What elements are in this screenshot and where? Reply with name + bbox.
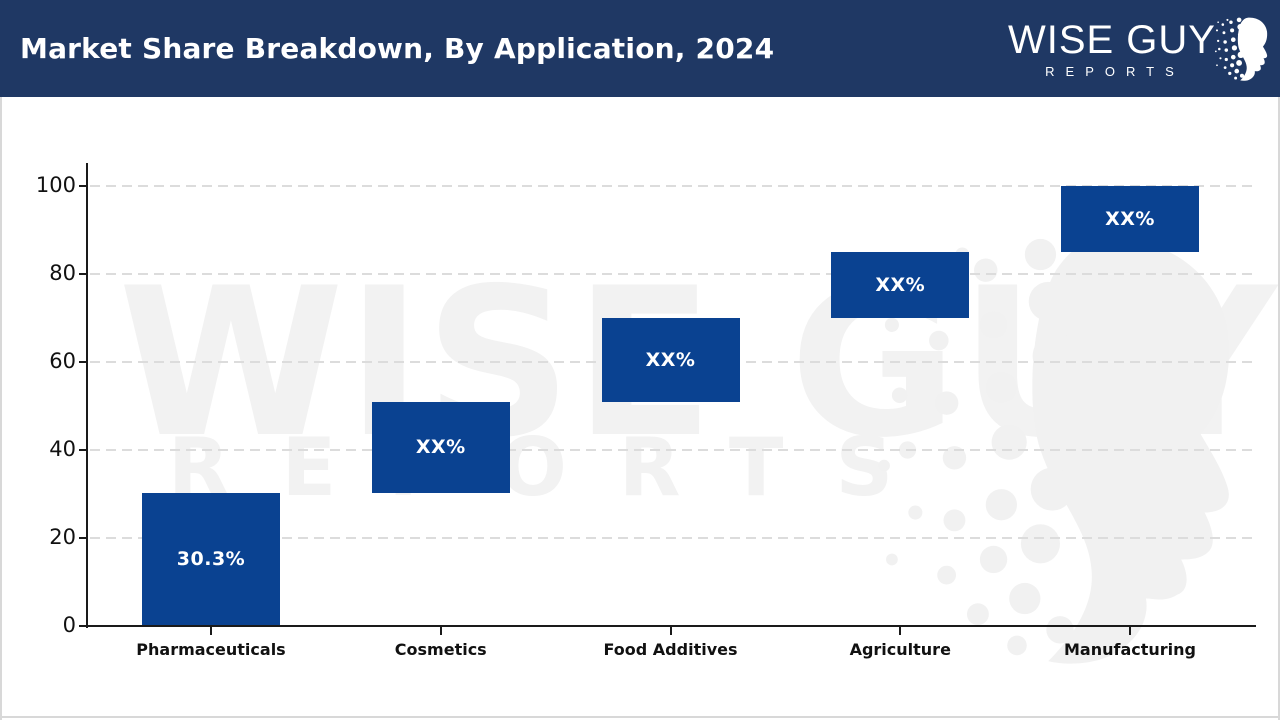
logo-wordmark: WISE GUY xyxy=(1007,17,1216,62)
x-axis-label-food-additives: Food Additives xyxy=(603,640,738,659)
gridline-20 xyxy=(90,537,1256,539)
page-title: Market Share Breakdown, By Application, … xyxy=(20,32,775,65)
wiseguy-face-icon xyxy=(1214,17,1268,81)
y-tick-label-100: 100 xyxy=(35,173,76,197)
y-tick-label-20: 20 xyxy=(49,525,76,549)
y-tick-label-40: 40 xyxy=(49,437,76,461)
bar-value-label-pharmaceuticals: 30.3% xyxy=(176,548,246,571)
bar-value-label-manufacturing: XX% xyxy=(1105,208,1155,230)
x-tick-manufacturing xyxy=(1129,627,1131,635)
bar-value-label-agriculture: XX% xyxy=(875,274,926,296)
x-axis-line xyxy=(86,625,1256,627)
page-border-left xyxy=(0,97,2,720)
y-tick-label-60: 60 xyxy=(49,349,76,373)
gridline-100 xyxy=(90,185,1256,187)
y-tick-100 xyxy=(79,185,86,187)
wiseguy-logo: WISE GUY REPORTS xyxy=(1008,4,1274,94)
header: Market Share Breakdown, By Application, … xyxy=(0,0,1280,97)
page-border-bottom xyxy=(0,716,1280,718)
x-tick-pharmaceuticals xyxy=(210,627,212,635)
bar-value-label-food-additives: XX% xyxy=(645,349,696,372)
gridline-80 xyxy=(90,273,1256,275)
y-tick-40 xyxy=(79,449,86,451)
bar-manufacturing: XX% xyxy=(1061,186,1199,252)
x-axis-label-manufacturing: Manufacturing xyxy=(1064,640,1196,659)
bar-cosmetics: XX% xyxy=(371,402,510,493)
y-tick-80 xyxy=(79,273,86,275)
x-tick-food-additives xyxy=(669,627,672,635)
y-tick-label-80: 80 xyxy=(49,261,76,285)
y-tick-label-0: 0 xyxy=(62,613,76,637)
page-border-right xyxy=(1278,97,1280,720)
y-tick-60 xyxy=(79,361,86,363)
y-tick-0 xyxy=(79,625,86,627)
bar-food-additives: XX% xyxy=(601,318,740,403)
logo-subtext: REPORTS xyxy=(1045,63,1185,79)
x-tick-agriculture xyxy=(899,627,902,635)
x-axis-label-cosmetics: Cosmetics xyxy=(394,640,487,659)
bar-agriculture: XX% xyxy=(831,252,970,318)
x-tick-cosmetics xyxy=(439,627,442,635)
bar-value-label-cosmetics: XX% xyxy=(415,436,466,459)
x-axis-label-pharmaceuticals: Pharmaceuticals xyxy=(136,640,286,659)
logo-text: WISE GUY REPORTS xyxy=(1008,20,1216,79)
y-tick-20 xyxy=(79,537,86,539)
bar-pharmaceuticals: 30.3% xyxy=(142,492,280,626)
watermark-subtext: REPORTS xyxy=(168,421,946,514)
y-axis-line xyxy=(86,163,88,628)
x-axis-label-agriculture: Agriculture xyxy=(849,640,951,659)
gridline-40 xyxy=(90,449,1256,451)
